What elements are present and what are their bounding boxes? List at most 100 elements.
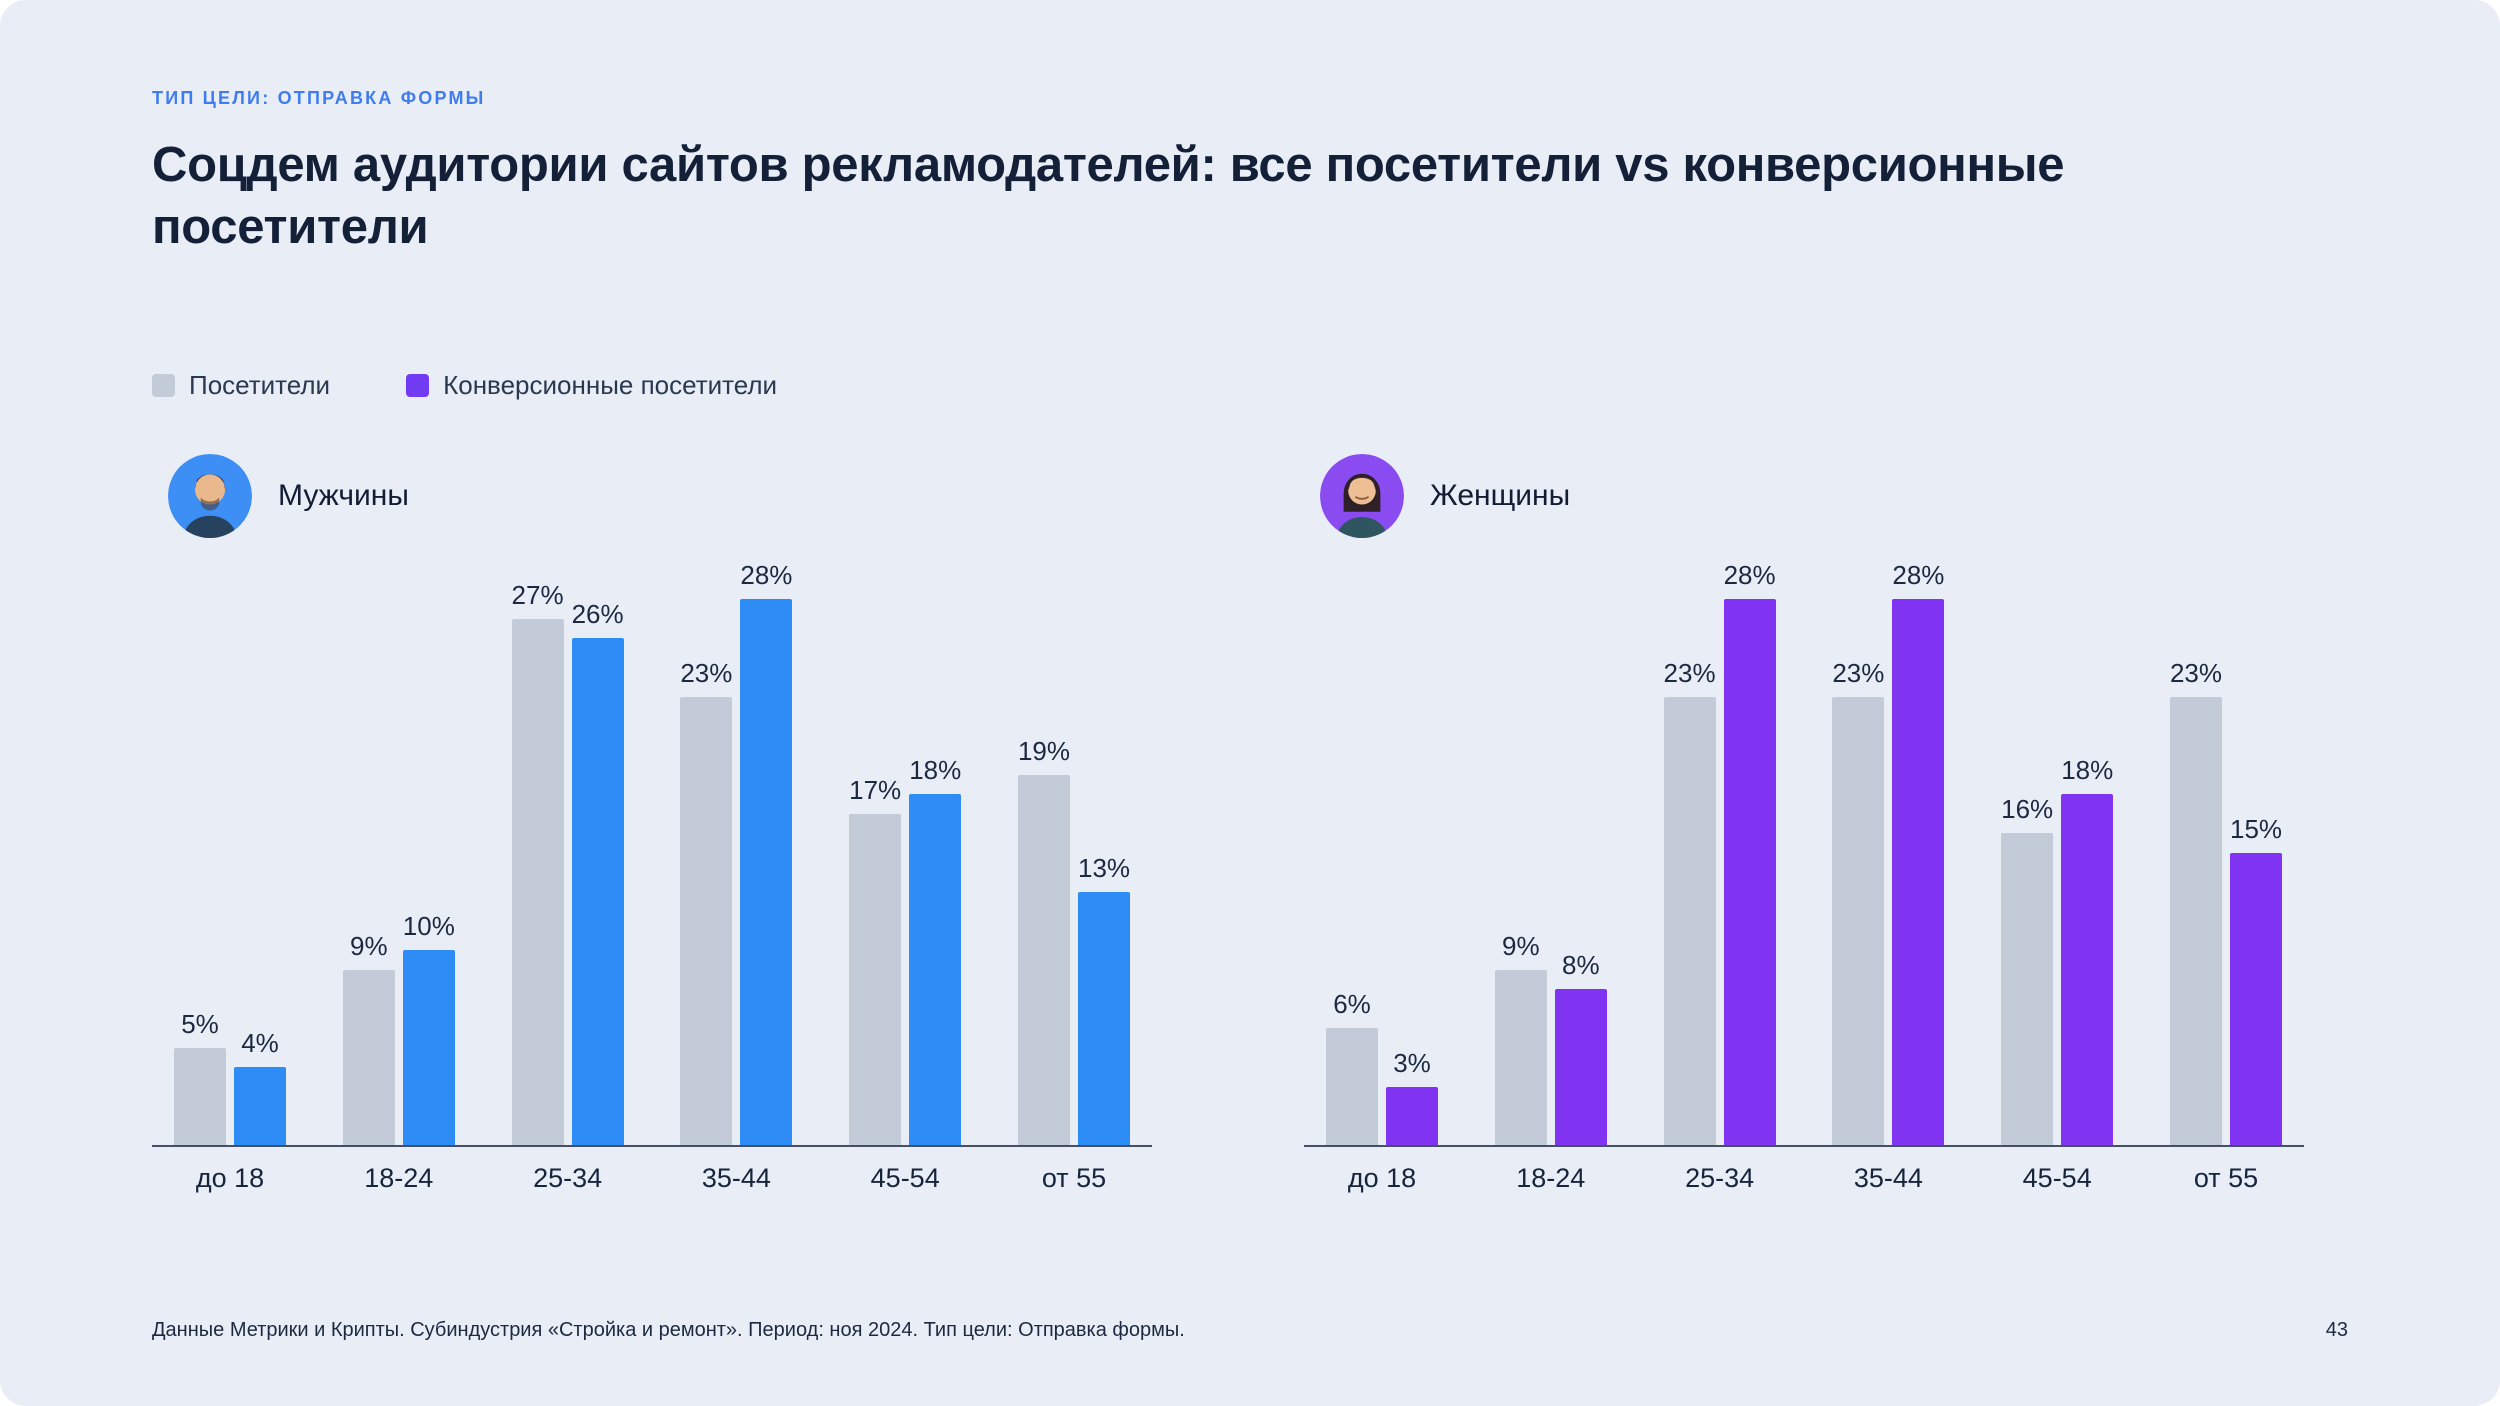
category-label: 18-24	[364, 1163, 434, 1194]
category-label: 45-54	[2022, 1163, 2092, 1194]
legend-conversion-swatch	[406, 374, 430, 398]
bar-cell: 23%	[1832, 658, 1884, 1146]
bar-cell: 27%	[512, 580, 564, 1146]
bar-cell: 18%	[2061, 755, 2114, 1146]
visitors-bar	[1017, 774, 1070, 1146]
eyebrow-label: ТИП ЦЕЛИ: ОТПРАВКА ФОРМЫ	[152, 88, 486, 108]
bar-value-label: 27%	[511, 579, 564, 610]
bar-group: 6% 3%	[1326, 989, 1438, 1146]
bar-group: 19% 13%	[1018, 736, 1130, 1146]
bar-group: 27% 26%	[512, 580, 624, 1146]
bar-value-label: 23%	[680, 657, 733, 688]
men-category-labels: до 18 18-24 25-34 35-44 45-54 от 55	[152, 1163, 1152, 1194]
category-label: от 55	[2193, 1163, 2259, 1194]
conversion-bar	[1078, 891, 1130, 1146]
category-label: 25-34	[1685, 1163, 1755, 1194]
category-label: до 18	[195, 1163, 265, 1194]
man-photo-icon	[168, 454, 252, 539]
bar-value-label: 9%	[1502, 930, 1540, 961]
bar-cell: 23%	[1664, 658, 1716, 1146]
footer: Данные Метрики и Крипты. Субиндустрия «С…	[152, 1319, 2348, 1342]
bar-value-label: 18%	[909, 755, 962, 786]
page-number: 43	[2325, 1319, 2348, 1341]
category-label: 25-34	[533, 1163, 603, 1194]
visitors-bar	[1663, 696, 1716, 1146]
visitors-bar	[2169, 696, 2222, 1146]
conversion-bar	[402, 950, 455, 1146]
bar-group: 5% 4%	[174, 1009, 286, 1146]
bar-cell: 10%	[402, 911, 455, 1146]
category-label: 35-44	[1853, 1163, 1923, 1194]
conversion-bar	[1723, 599, 1776, 1146]
bar-value-label: 28%	[1892, 560, 1945, 591]
legend-visitors-swatch	[152, 374, 175, 398]
category-label: 35-44	[701, 1163, 771, 1194]
bar-value-label: 18%	[2061, 755, 2114, 786]
bar-value-label: 6%	[1333, 989, 1371, 1020]
conversion-bar	[1892, 599, 1945, 1146]
bar-cell: 15%	[2230, 814, 2282, 1146]
bar-cell: 5%	[174, 1009, 226, 1146]
bar-value-label: 28%	[1723, 560, 1776, 591]
bar-group: 17% 18%	[849, 755, 962, 1146]
bar-cell: 3%	[1386, 1048, 1438, 1146]
conversion-bar	[2061, 794, 2114, 1146]
conversion-bar	[234, 1067, 286, 1146]
category-label: 45-54	[870, 1163, 940, 1194]
women-category-labels: до 18 18-24 25-34 35-44 45-54 от 55	[1304, 1163, 2304, 1194]
conversion-bar	[2230, 852, 2282, 1146]
legend-conversion-label: Конверсионные посетители	[443, 370, 778, 401]
bar-value-label: 23%	[2169, 657, 2222, 688]
visitors-bar	[1494, 969, 1547, 1146]
bar-cell: 28%	[1892, 560, 1945, 1146]
visitors-bar	[1832, 696, 1885, 1146]
bar-cell: 28%	[1723, 560, 1776, 1146]
conversion-bar	[909, 794, 962, 1146]
women-chart-title: Женщины	[1430, 479, 1571, 513]
bar-cell: 13%	[1078, 853, 1130, 1146]
legend-item-visitors: Посетители	[152, 370, 330, 401]
bar-value-label: 3%	[1393, 1047, 1431, 1078]
women-plot-area: 6% 3% 9% 8% 23% 28% 23% 28% 16% 18% 23% 15%	[1304, 555, 2304, 1148]
conversion-bar	[1554, 989, 1607, 1146]
men-plot-area: 5% 4% 9% 10% 27% 26% 23% 28% 17% 18% 19% 13%	[152, 555, 1152, 1148]
bar-cell: 4%	[234, 1028, 286, 1146]
bar-group: 9% 10%	[342, 911, 455, 1146]
bar-cell: 8%	[1554, 950, 1607, 1146]
bar-cell: 28%	[740, 560, 793, 1146]
conversion-bar	[571, 638, 624, 1146]
bar-group: 9% 8%	[1494, 930, 1607, 1146]
bar-value-label: 17%	[849, 774, 902, 805]
bar-group: 23% 28%	[680, 560, 793, 1146]
bar-cell: 19%	[1018, 736, 1070, 1146]
bar-value-label: 9%	[349, 930, 388, 961]
bar-cell: 9%	[1494, 930, 1547, 1146]
conversion-bar	[1386, 1086, 1438, 1146]
legend-item-conversion: Конверсионные посетители	[406, 370, 777, 401]
men-chart-title: Мужчины	[278, 479, 409, 513]
bar-value-label: 23%	[1663, 657, 1716, 688]
page-title: Соцдем аудитории сайтов рекламодателей: …	[152, 138, 2065, 254]
bar-group: 23% 28%	[1664, 560, 1776, 1146]
bar-cell: 6%	[1326, 989, 1378, 1146]
bar-value-label: 23%	[1832, 657, 1885, 688]
bar-value-label: 4%	[241, 1028, 279, 1059]
conversion-bar	[740, 599, 793, 1146]
bar-value-label: 19%	[1017, 735, 1070, 766]
bar-value-label: 26%	[571, 599, 624, 630]
men-chart: Мужчины 5% 4% 9% 10% 27% 26% 23% 28% 17% 18% 19% 13…	[152, 453, 1152, 1194]
visitors-bar	[174, 1047, 226, 1146]
bar-group: 23% 28%	[1832, 560, 1945, 1146]
bar-value-label: 13%	[1077, 852, 1131, 883]
category-label: до 18	[1347, 1163, 1417, 1194]
bar-cell: 18%	[909, 755, 962, 1146]
visitors-bar	[1326, 1028, 1378, 1146]
charts-row: Мужчины 5% 4% 9% 10% 27% 26% 23% 28% 17% 18% 19% 13…	[152, 453, 2348, 1194]
visitors-bar	[511, 618, 564, 1146]
visitors-bar	[680, 696, 733, 1146]
category-label: от 55	[1041, 1163, 1107, 1194]
bar-group: 23% 15%	[2170, 658, 2282, 1146]
visitors-bar	[342, 969, 395, 1146]
bar-value-label: 28%	[740, 560, 793, 591]
